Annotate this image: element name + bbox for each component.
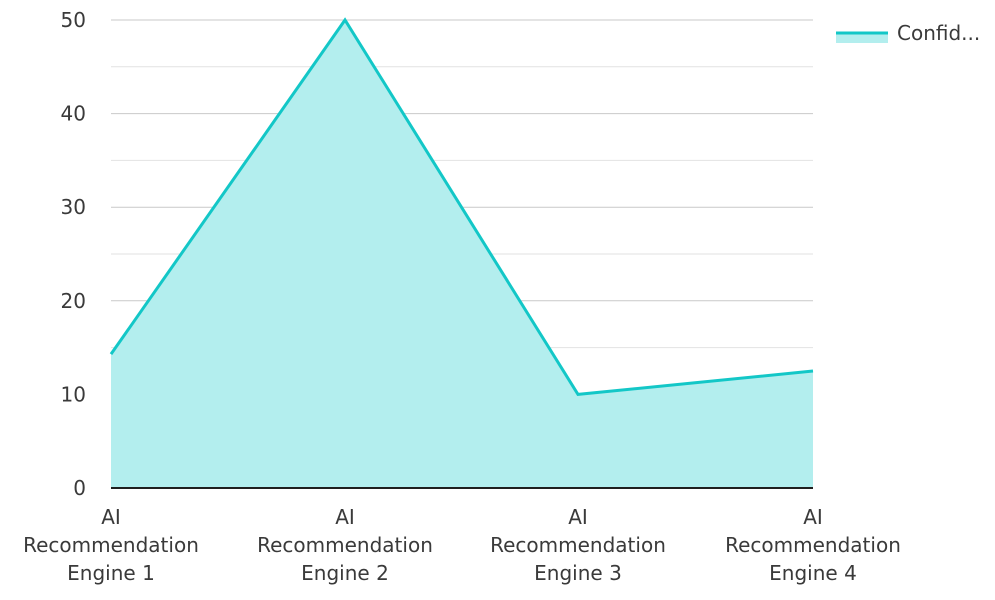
series-line xyxy=(109,17,814,396)
x-tick-label-line: Engine 2 xyxy=(301,561,389,585)
x-tick-label-line: Recommendation xyxy=(257,533,433,557)
x-tick-label-line: AI xyxy=(568,505,588,529)
x-tick-label-line: Recommendation xyxy=(490,533,666,557)
y-tick-label: 50 xyxy=(61,8,86,32)
x-tick-label: AI Recommendation Engine 1 xyxy=(23,505,199,585)
x-tick-label-line: Recommendation xyxy=(725,533,901,557)
x-tick-label-line: Engine 1 xyxy=(67,561,155,585)
series-area-layer xyxy=(108,17,816,488)
y-tick-label: 30 xyxy=(61,195,86,219)
x-axis-tick-labels: AI Recommendation Engine 1 AI Recommendation… xyxy=(23,505,901,585)
y-tick-label: 0 xyxy=(73,476,86,500)
data-point xyxy=(810,368,816,374)
x-tick-label-line: Engine 4 xyxy=(769,561,857,585)
x-tick-label: AI Recommendation Engine 4 xyxy=(725,505,901,585)
x-tick-label: AI Recommendation Engine 2 xyxy=(257,505,433,585)
legend[interactable]: Confid... xyxy=(836,21,980,45)
x-tick-label-line: AI xyxy=(335,505,355,529)
x-tick-label-line: Recommendation xyxy=(23,533,199,557)
x-tick-label-line: AI xyxy=(101,505,121,529)
y-tick-label: 10 xyxy=(61,382,86,406)
data-point xyxy=(108,351,114,357)
x-tick-label: AI Recommendation Engine 3 xyxy=(490,505,666,585)
x-tick-label-line: Engine 3 xyxy=(534,561,622,585)
legend-swatch xyxy=(836,33,888,43)
y-tick-label: 40 xyxy=(61,102,86,126)
series-area-fill xyxy=(111,20,813,488)
legend-label: Confid... xyxy=(897,21,980,45)
x-tick-label-line: AI xyxy=(803,505,823,529)
data-point xyxy=(342,17,348,23)
y-axis-tick-labels: 0 10 20 30 40 50 xyxy=(61,8,86,500)
data-point xyxy=(575,391,581,397)
y-tick-label: 20 xyxy=(61,289,86,313)
